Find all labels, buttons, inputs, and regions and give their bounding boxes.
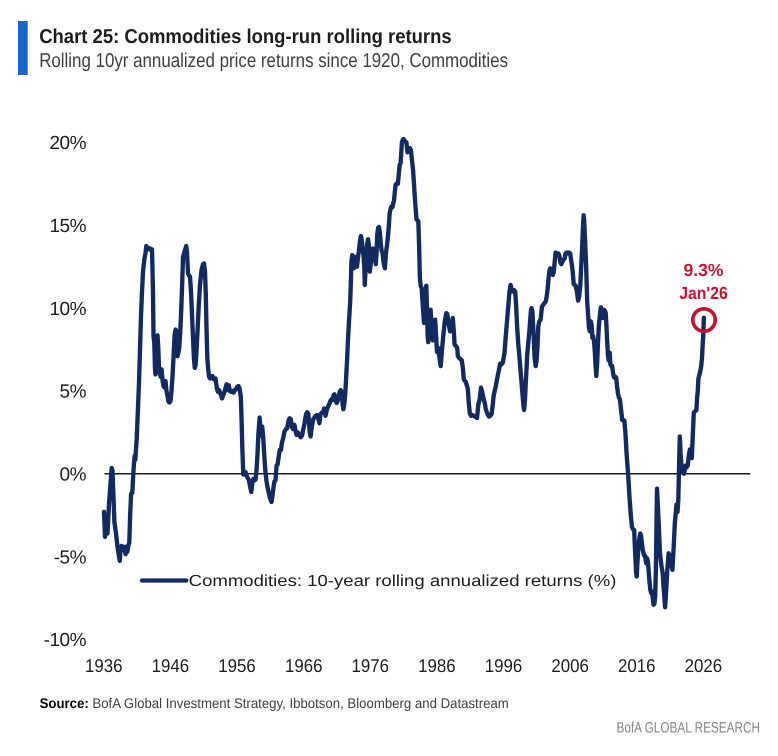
svg-text:BofA GLOBAL RESEARCH: BofA GLOBAL RESEARCH [617,720,761,737]
svg-text:1996: 1996 [485,655,523,676]
svg-text:2016: 2016 [618,655,656,676]
svg-text:9.3%: 9.3% [684,260,724,280]
svg-text:2006: 2006 [551,655,589,676]
svg-text:15%: 15% [49,216,86,237]
svg-text:Jan'26: Jan'26 [679,283,728,303]
svg-text:Commodities: 10-year rolling a: Commodities: 10-year rolling annualized … [189,573,617,590]
svg-text:1986: 1986 [418,655,456,676]
svg-text:2026: 2026 [685,655,723,676]
svg-text:Source: BofA Global Investment: Source: BofA Global Investment Strategy,… [40,695,509,711]
svg-text:0%: 0% [60,465,87,486]
svg-text:20%: 20% [49,133,86,154]
svg-text:1966: 1966 [285,655,323,676]
svg-text:Rolling 10yr annualized price: Rolling 10yr annualized price returns si… [39,50,508,72]
svg-text:1976: 1976 [352,655,390,676]
svg-text:1946: 1946 [152,655,190,676]
svg-text:1956: 1956 [218,655,256,676]
svg-text:5%: 5% [60,382,87,403]
svg-text:1936: 1936 [85,655,123,676]
svg-text:-10%: -10% [44,630,87,651]
svg-text:-5%: -5% [54,547,87,568]
svg-text:Chart 25: Commodities long-run: Chart 25: Commodities long-run rolling r… [39,26,452,48]
svg-text:10%: 10% [49,299,86,320]
